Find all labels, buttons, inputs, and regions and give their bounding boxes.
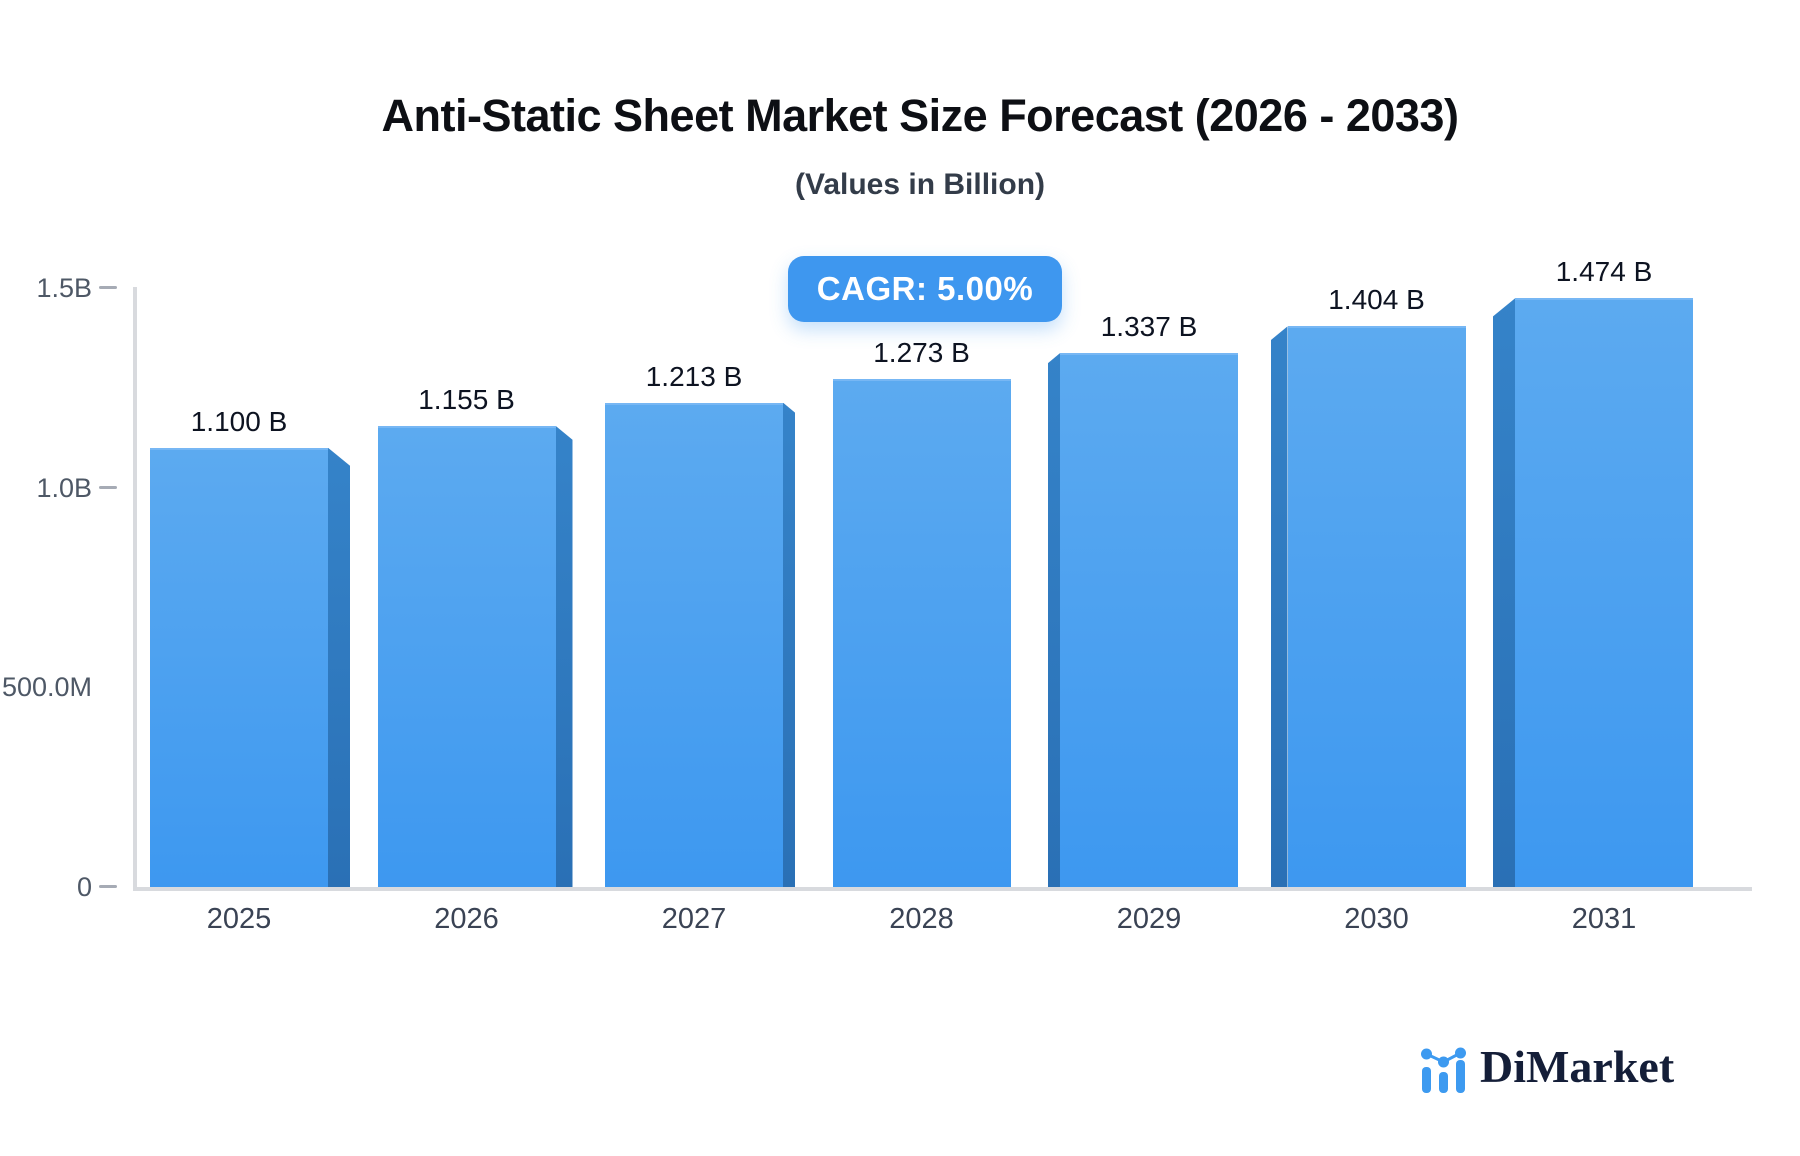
- bar-side-face-2031: [1493, 298, 1515, 888]
- bar-2029[interactable]: [1060, 353, 1238, 888]
- bar-value-label-2027: 1.213 B: [645, 360, 743, 392]
- y-axis-tick-1: [99, 485, 117, 489]
- x-axis-label-2028: 2028: [889, 903, 954, 935]
- x-axis-label-2027: 2027: [661, 903, 727, 935]
- x-axis-label-2025: 2025: [206, 903, 272, 935]
- y-axis-label-2: 500.0M: [1, 672, 92, 703]
- x-axis-label-2029: 2029: [1116, 903, 1182, 935]
- chart-subtitle: (Values in Billion): [794, 168, 1046, 201]
- bar-2030[interactable]: [1287, 326, 1466, 888]
- y-axis-label-1: 1.0B: [36, 472, 92, 503]
- y-axis-tick-3: [99, 885, 117, 888]
- x-axis-label-2030: 2030: [1344, 903, 1409, 935]
- bar-side-face-2027: [783, 402, 795, 888]
- bar-side-face-2029: [1048, 353, 1060, 888]
- x-axis-line: [133, 887, 1752, 891]
- bar-value-label-2030: 1.404 B: [1328, 284, 1425, 316]
- bar-2027[interactable]: [605, 402, 783, 888]
- bar-2026[interactable]: [377, 425, 556, 888]
- y-axis-tick-0: [99, 286, 117, 289]
- bar-value-label-2028: 1.273 B: [873, 336, 970, 368]
- bar-chart-with-trend-dots-icon: [1420, 1045, 1467, 1094]
- bar-value-label-2026: 1.155 B: [418, 383, 515, 415]
- bar-2031[interactable]: [1515, 298, 1693, 888]
- bar-2025[interactable]: [150, 447, 328, 888]
- brand-logo[interactable]: DiMarket: [1420, 1044, 1674, 1094]
- chart-title: Anti-Static Sheet Market Size Forecast (…: [381, 90, 1459, 141]
- bar-side-face-2025: [328, 447, 350, 888]
- brand-logo-text: DiMarket: [1480, 1041, 1675, 1092]
- bar-2028[interactable]: [832, 378, 1011, 888]
- x-axis-label-2026: 2026: [434, 903, 499, 935]
- bar-value-label-2025: 1.100 B: [190, 405, 288, 437]
- bar-value-label-2031: 1.474 B: [1555, 256, 1653, 288]
- y-axis-label-3: 0: [76, 872, 92, 902]
- x-axis-label-2031: 2031: [1571, 903, 1637, 935]
- y-axis-label-0: 1.5B: [36, 273, 92, 303]
- cagr-badge: CAGR: 5.00%: [788, 256, 1062, 322]
- cagr-badge-label: CAGR: 5.00%: [816, 270, 1034, 307]
- bar-side-face-2030: [1270, 326, 1288, 888]
- y-axis-line: [133, 287, 137, 891]
- bar-side-face-2026: [555, 425, 573, 888]
- bar-value-label-2029: 1.337 B: [1100, 311, 1198, 343]
